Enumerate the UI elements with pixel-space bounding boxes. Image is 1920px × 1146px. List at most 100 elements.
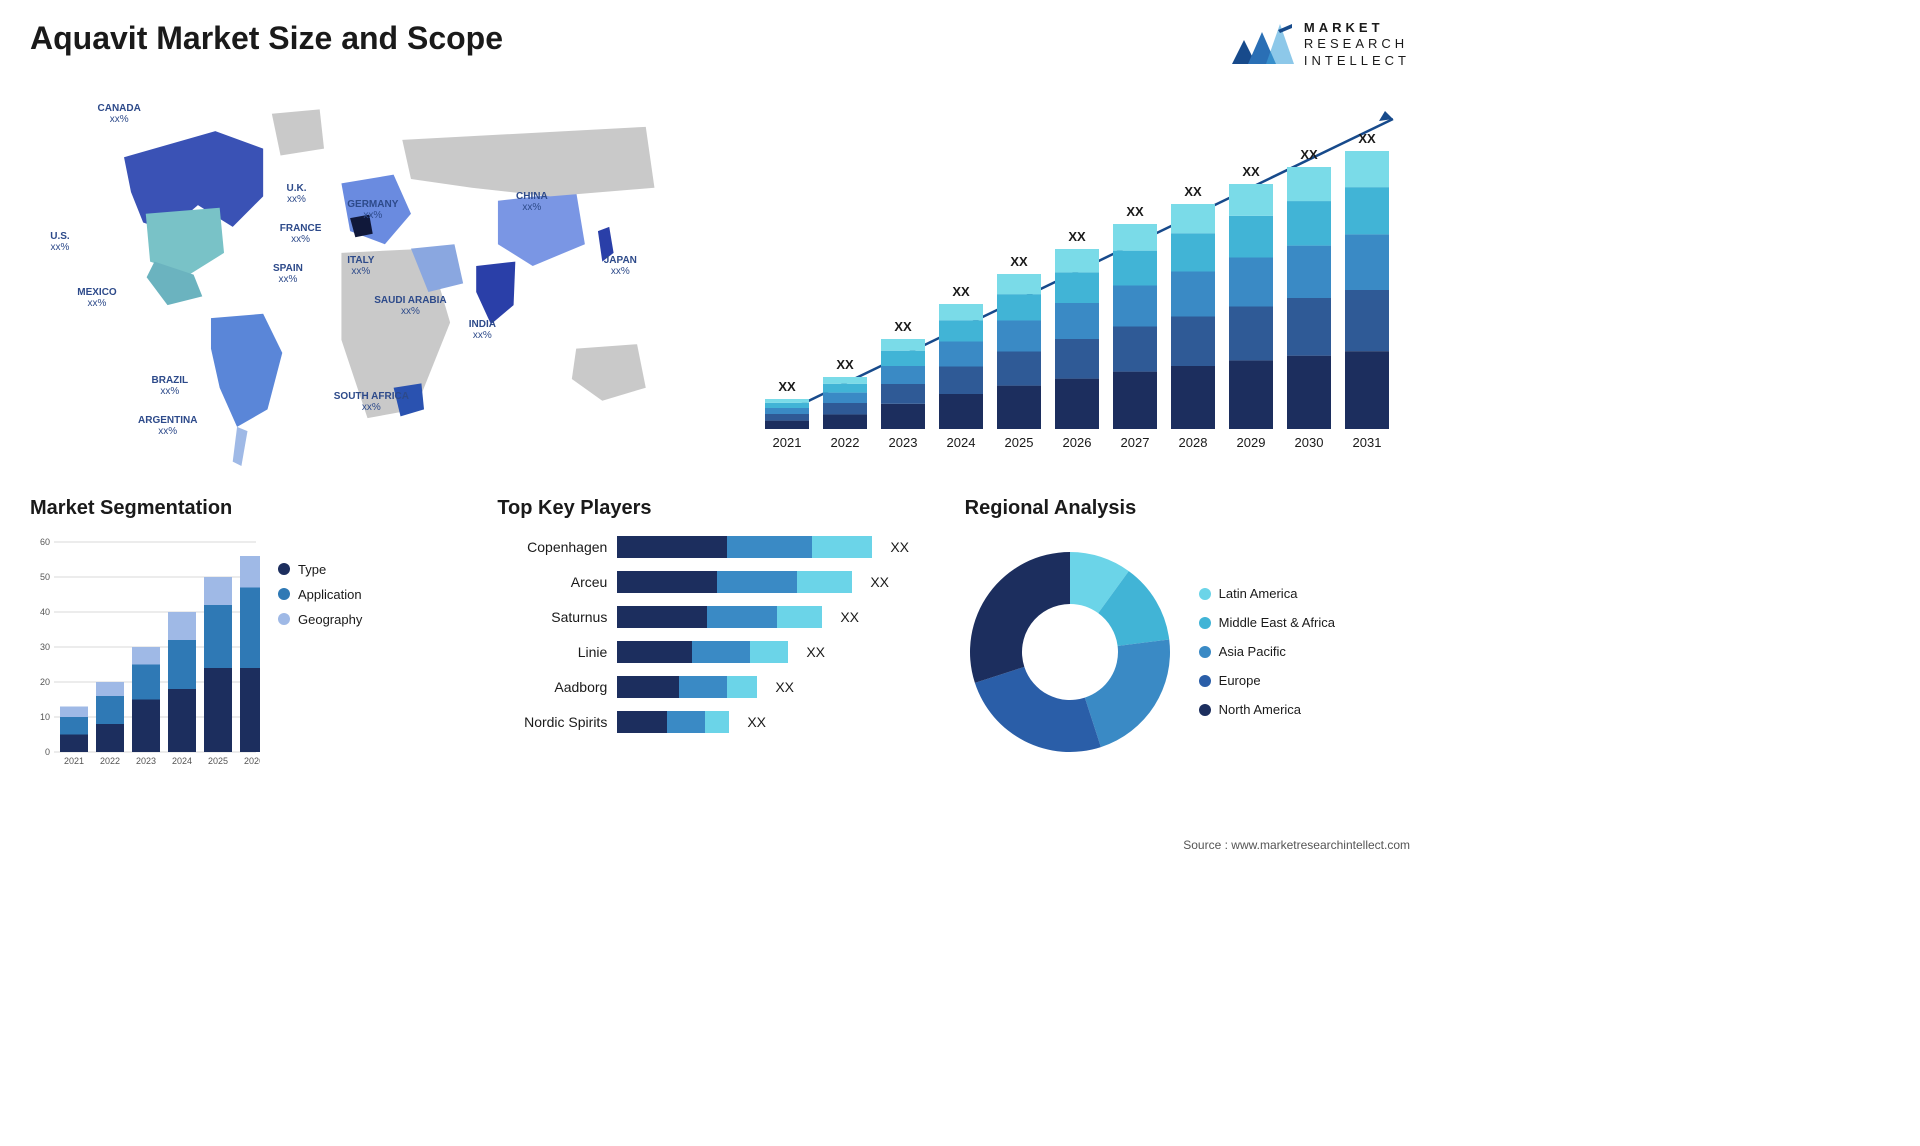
bottom-row: Market Segmentation 01020304050602021202… <box>30 497 1410 797</box>
player-bar-seg <box>777 606 822 628</box>
growth-bar-seg <box>881 339 925 351</box>
legend-label: Type <box>298 562 326 577</box>
seg-bar-seg <box>132 647 160 665</box>
legend-swatch <box>278 613 290 625</box>
segmentation-title: Market Segmentation <box>30 497 475 520</box>
player-row: AadborgXX <box>497 676 942 698</box>
growth-year-label: 2026 <box>1063 435 1092 450</box>
legend-swatch <box>1199 617 1211 629</box>
growth-bar-seg <box>1345 234 1389 290</box>
growth-year-label: 2031 <box>1353 435 1382 450</box>
y-tick-label: 60 <box>40 537 50 547</box>
growth-bar-label: XX <box>1010 254 1028 269</box>
segmentation-panel: Market Segmentation 01020304050602021202… <box>30 497 475 797</box>
map-label: CANADAxx% <box>98 103 141 125</box>
legend-swatch <box>1199 704 1211 716</box>
growth-bar-seg <box>765 420 809 428</box>
player-name: Aadborg <box>497 679 607 695</box>
regional-donut-chart <box>965 547 1175 757</box>
map-region-ar <box>233 427 248 466</box>
growth-bar-seg <box>1345 290 1389 351</box>
growth-bar-seg <box>997 320 1041 351</box>
growth-year-label: 2028 <box>1179 435 1208 450</box>
map-label: INDIAxx% <box>469 319 496 341</box>
player-bar-seg <box>617 711 667 733</box>
growth-bar-seg <box>1229 184 1273 216</box>
growth-chart-panel: XX2021XX2022XX2023XX2024XX2025XX2026XX20… <box>735 79 1410 479</box>
world-map <box>30 79 705 479</box>
player-bar <box>617 676 757 698</box>
legend-swatch <box>278 563 290 575</box>
players-chart: CopenhagenXXArceuXXSaturnusXXLinieXXAadb… <box>497 532 942 733</box>
player-bar <box>617 606 822 628</box>
y-tick-label: 50 <box>40 572 50 582</box>
growth-bar-seg <box>765 403 809 408</box>
legend-swatch <box>278 588 290 600</box>
growth-bar-seg <box>1055 339 1099 379</box>
player-bar-seg <box>812 536 872 558</box>
player-bar-seg <box>705 711 729 733</box>
growth-bar-seg <box>1229 360 1273 429</box>
y-tick-label: 30 <box>40 642 50 652</box>
legend-label: North America <box>1219 702 1301 717</box>
growth-bar-seg <box>1113 285 1157 326</box>
legend-item: North America <box>1199 702 1335 717</box>
legend-item: Geography <box>278 612 362 627</box>
map-label: ARGENTINAxx% <box>138 415 197 437</box>
seg-bar-seg <box>168 689 196 752</box>
growth-bar-seg <box>1229 216 1273 258</box>
growth-bar-label: XX <box>836 357 854 372</box>
legend-label: Application <box>298 587 362 602</box>
growth-bar-label: XX <box>778 379 796 394</box>
seg-bar-seg <box>168 640 196 689</box>
player-name: Saturnus <box>497 609 607 625</box>
player-bar-seg <box>617 676 679 698</box>
growth-bar-seg <box>1171 366 1215 429</box>
player-bar <box>617 571 852 593</box>
legend-label: Geography <box>298 612 362 627</box>
legend-item: Type <box>278 562 362 577</box>
growth-bar-seg <box>997 385 1041 428</box>
map-label: GERMANYxx% <box>347 199 398 221</box>
player-name: Nordic Spirits <box>497 714 607 730</box>
growth-bar-seg <box>939 366 983 394</box>
donut-slice <box>1084 639 1169 747</box>
growth-bar-seg <box>823 403 867 414</box>
map-region-gl <box>272 109 324 155</box>
legend-swatch <box>1199 675 1211 687</box>
player-bar-seg <box>727 536 812 558</box>
player-bar-seg <box>717 571 797 593</box>
map-region-ru <box>402 127 654 197</box>
growth-bar-seg <box>1171 204 1215 233</box>
player-bar-seg <box>679 676 727 698</box>
seg-year-label: 2021 <box>64 756 84 766</box>
growth-bar-seg <box>823 384 867 393</box>
legend-label: Latin America <box>1219 586 1298 601</box>
growth-bar-chart: XX2021XX2022XX2023XX2024XX2025XX2026XX20… <box>735 79 1395 479</box>
legend-item: Application <box>278 587 362 602</box>
seg-bar-seg <box>60 734 88 752</box>
player-bar-seg <box>750 641 788 663</box>
regional-legend: Latin AmericaMiddle East & AfricaAsia Pa… <box>1199 586 1335 717</box>
map-label: SPAINxx% <box>273 263 303 285</box>
player-name: Arceu <box>497 574 607 590</box>
seg-bar-seg <box>96 724 124 752</box>
world-map-panel: CANADAxx%U.S.xx%MEXICOxx%BRAZILxx%ARGENT… <box>30 79 705 479</box>
growth-bar-label: XX <box>1300 147 1318 162</box>
map-label: ITALYxx% <box>347 255 374 277</box>
growth-year-label: 2024 <box>947 435 976 450</box>
player-row: Nordic SpiritsXX <box>497 711 942 733</box>
player-bar-seg <box>617 536 727 558</box>
seg-bar-seg <box>60 717 88 735</box>
map-label: U.S.xx% <box>50 231 69 253</box>
player-bar <box>617 536 872 558</box>
seg-bar-seg <box>204 605 232 668</box>
growth-year-label: 2023 <box>889 435 918 450</box>
seg-bar-seg <box>96 696 124 724</box>
players-panel: Top Key Players CopenhagenXXArceuXXSatur… <box>497 497 942 797</box>
player-row: SaturnusXX <box>497 606 942 628</box>
growth-bar-label: XX <box>1358 131 1376 146</box>
map-region-in <box>476 261 515 324</box>
player-bar <box>617 641 788 663</box>
growth-bar-seg <box>939 394 983 429</box>
